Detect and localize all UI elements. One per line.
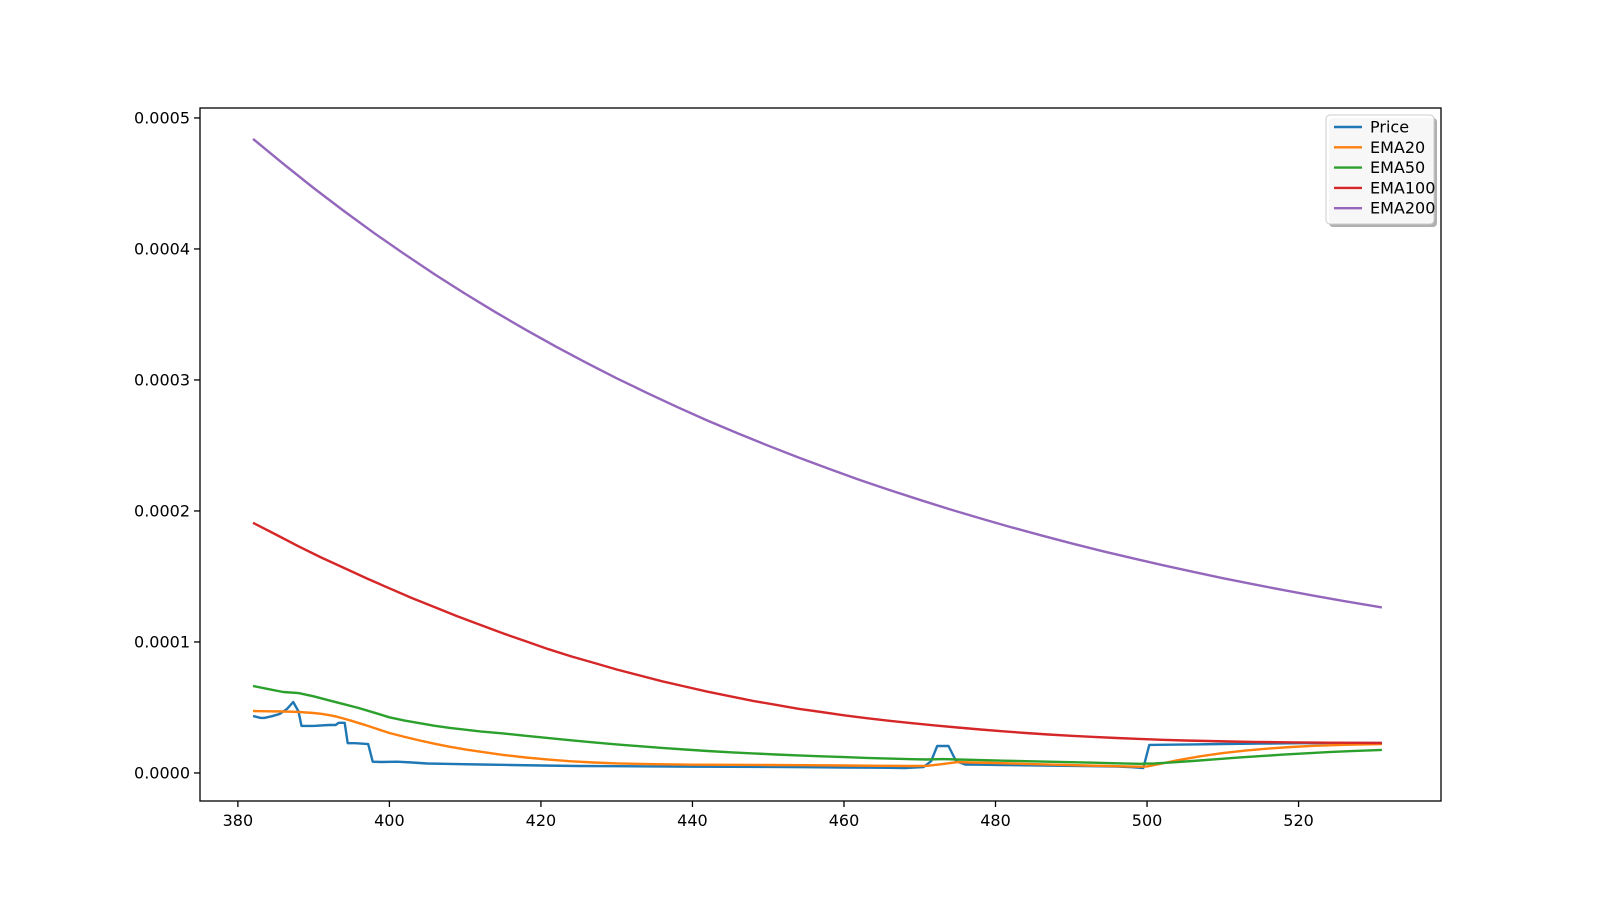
y-tick-label: 0.0002 — [134, 501, 190, 520]
legend-label-ema100: EMA100 — [1370, 178, 1435, 197]
axes-frame — [199, 107, 1442, 802]
y-tick-label: 0.0004 — [134, 239, 190, 258]
x-axis: 380 400 420 440 460 480 500 520 — [223, 801, 1314, 830]
plot-area — [199, 107, 1442, 802]
series-line-ema50 — [252, 684, 1382, 765]
series-line-ema200 — [252, 137, 1383, 609]
x-tick-label: 400 — [374, 811, 405, 830]
legend-label-ema50: EMA50 — [1370, 158, 1425, 177]
legend-box — [1325, 114, 1435, 225]
y-axis: 0.0000 0.0001 0.0002 0.0003 0.0004 0.0005 — [134, 108, 200, 782]
series-line-ema100 — [252, 521, 1382, 745]
x-tick-label: 440 — [677, 811, 708, 830]
x-tick-label: 480 — [980, 811, 1011, 830]
y-tick-label: 0.0005 — [134, 108, 190, 127]
x-tick-label: 380 — [223, 811, 254, 830]
x-tick-label: 460 — [829, 811, 860, 830]
legend-label-price: Price — [1370, 118, 1409, 137]
x-tick-label: 420 — [526, 811, 557, 830]
y-tick-label: 0.0000 — [134, 763, 190, 782]
legend-label-ema200: EMA200 — [1370, 199, 1435, 218]
x-tick-label: 520 — [1283, 811, 1314, 830]
x-tick-label: 500 — [1132, 811, 1163, 830]
series-lines — [252, 137, 1383, 770]
y-tick-label: 0.0001 — [134, 632, 190, 651]
y-tick-label: 0.0003 — [134, 370, 190, 389]
legend-label-ema20: EMA20 — [1370, 138, 1425, 157]
